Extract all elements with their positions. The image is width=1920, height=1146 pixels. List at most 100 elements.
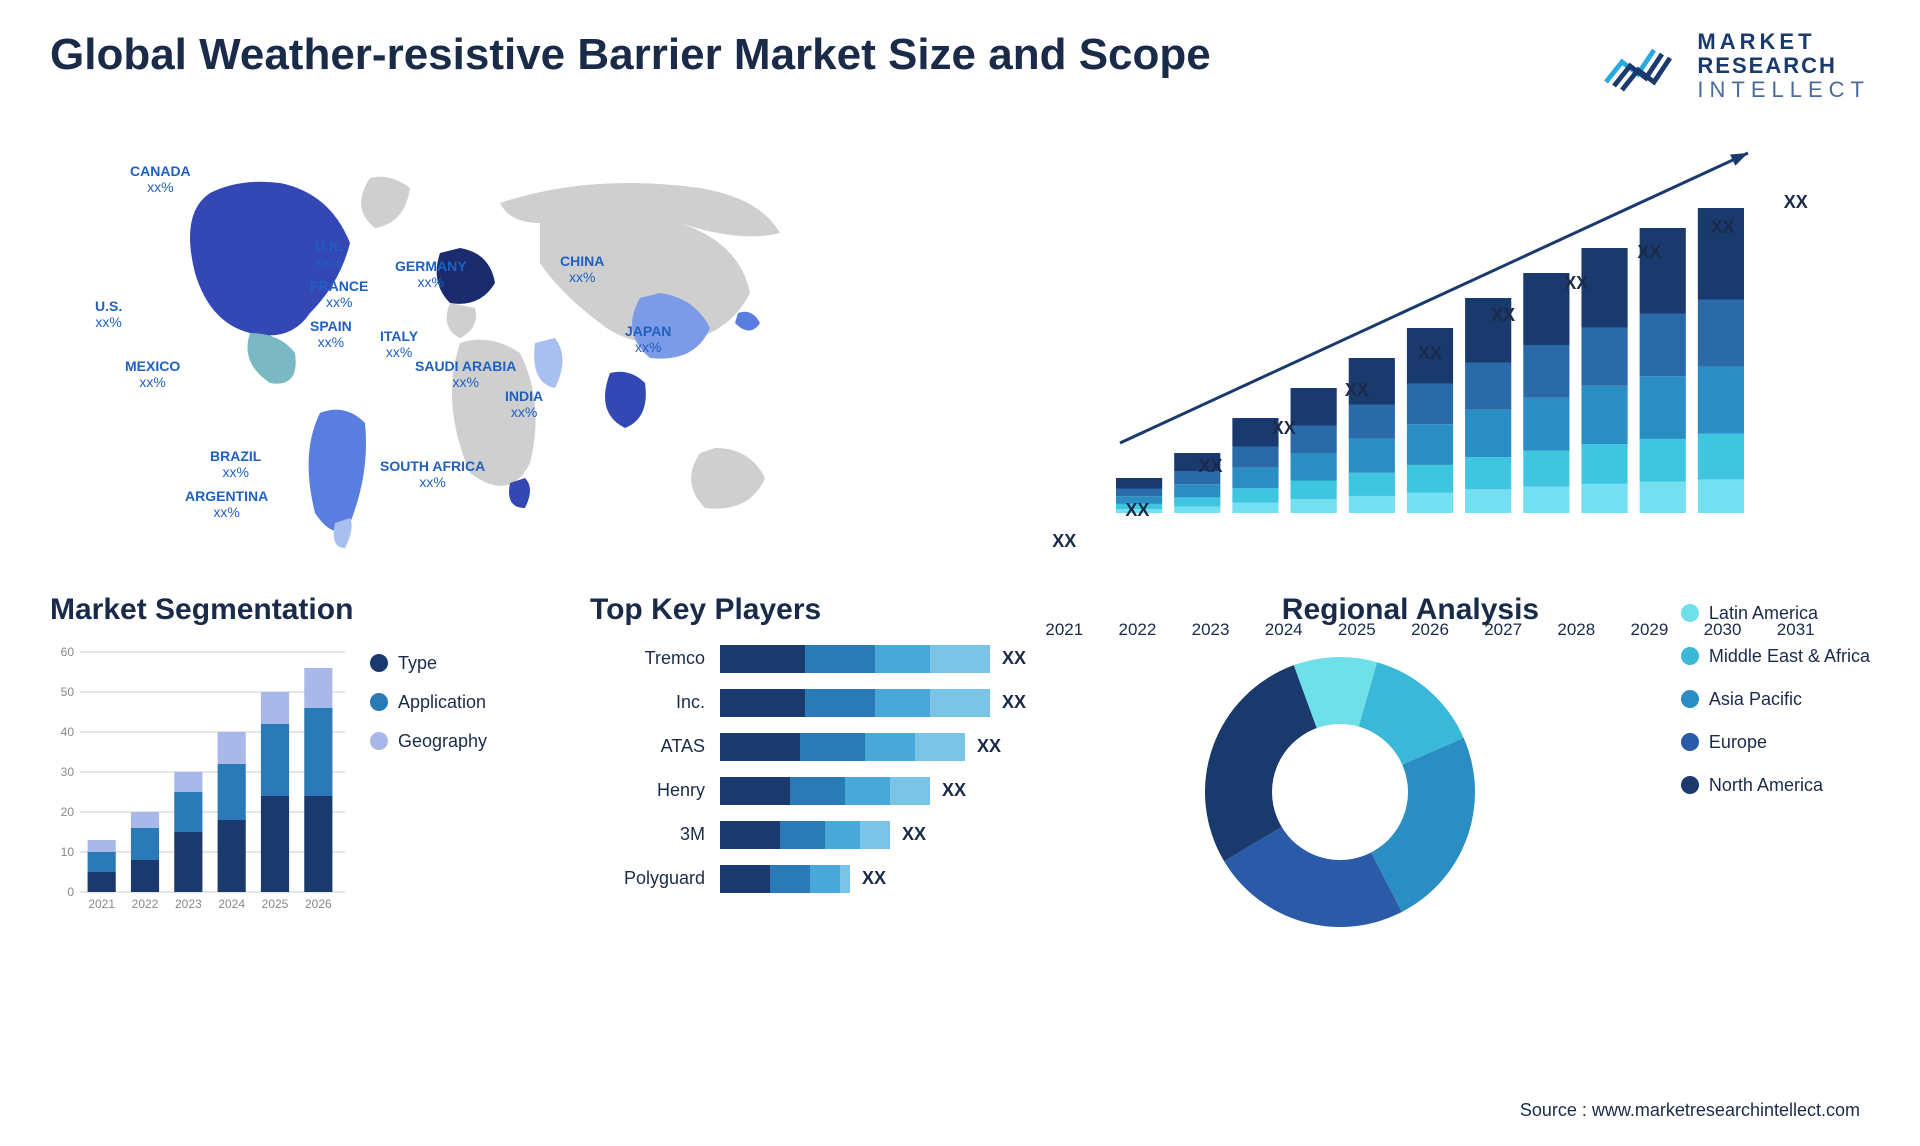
player-row: HenryXX	[590, 774, 1150, 808]
logo-line-1: MARKET	[1697, 30, 1870, 54]
map-label-argentina: ARGENTINAxx%	[185, 488, 268, 522]
growth-bar-label: XX	[1784, 192, 1808, 213]
svg-text:50: 50	[61, 685, 75, 699]
world-map-panel: CANADAxx%U.S.xx%MEXICOxx%BRAZILxx%ARGENT…	[50, 133, 930, 553]
player-name: 3M	[590, 824, 720, 845]
logo-text: MARKET RESEARCH INTELLECT	[1697, 30, 1870, 103]
legend-dot	[370, 654, 388, 672]
key-players-title: Top Key Players	[590, 593, 1150, 627]
svg-text:2021: 2021	[88, 897, 115, 911]
header: Global Weather-resistive Barrier Market …	[50, 30, 1870, 103]
growth-bar-label: XX	[1491, 305, 1515, 326]
map-label-mexico: MEXICOxx%	[125, 358, 180, 392]
player-bar	[720, 645, 990, 673]
bottom-row: Market Segmentation 0102030405060 202120…	[50, 593, 1870, 953]
player-bar	[720, 733, 965, 761]
player-value: XX	[1002, 648, 1026, 669]
player-bar-seg	[790, 777, 845, 805]
legend-label: Asia Pacific	[1709, 689, 1802, 710]
logo-line-3: INTELLECT	[1697, 78, 1870, 102]
growth-bar-label: XX	[1052, 531, 1076, 552]
regional-title: Regional Analysis	[1190, 593, 1631, 627]
growth-bar-label: XX	[1418, 343, 1442, 364]
player-bar-seg	[915, 733, 965, 761]
player-bar-seg	[805, 689, 875, 717]
legend-label: Middle East & Africa	[1709, 646, 1870, 667]
player-value: XX	[977, 736, 1001, 757]
player-bar-seg	[860, 821, 890, 849]
growth-bar-label: XX	[1272, 418, 1296, 439]
growth-bar-label: XX	[1125, 500, 1149, 521]
player-name: Polyguard	[590, 868, 720, 889]
growth-bar-label: XX	[1637, 242, 1661, 263]
player-bar-seg	[805, 645, 875, 673]
player-name: Tremco	[590, 648, 720, 669]
regional-donut	[1190, 642, 1490, 942]
player-bar-seg	[770, 865, 810, 893]
logo-line-2: RESEARCH	[1697, 54, 1870, 78]
legend-dot	[370, 732, 388, 750]
player-bar	[720, 821, 890, 849]
map-label-saudiarabia: SAUDI ARABIAxx%	[415, 358, 516, 392]
growth-chart: XXXXXXXXXXXXXXXXXXXXXX 20212022202320242…	[990, 133, 1870, 553]
legend-dot	[1681, 647, 1699, 665]
source-text: Source : www.marketresearchintellect.com	[1520, 1100, 1860, 1121]
legend-dot	[1681, 690, 1699, 708]
map-label-china: CHINAxx%	[560, 253, 604, 287]
player-name: ATAS	[590, 736, 720, 757]
legend-dot	[1681, 776, 1699, 794]
svg-text:2022: 2022	[132, 897, 159, 911]
legend-label: Type	[398, 653, 437, 674]
svg-text:60: 60	[61, 645, 75, 659]
player-row: PolyguardXX	[590, 862, 1150, 896]
player-bar-seg	[720, 865, 770, 893]
key-players-panel: Top Key Players Tremco XX Inc. XX ATAS XX Henr…	[590, 593, 1150, 953]
player-bar-seg	[720, 821, 780, 849]
player-bar-seg	[865, 733, 915, 761]
svg-text:40: 40	[61, 725, 75, 739]
map-label-canada: CANADAxx%	[130, 163, 191, 197]
player-value: XX	[902, 824, 926, 845]
growth-bar-label: XX	[1199, 456, 1223, 477]
svg-text:10: 10	[61, 845, 75, 859]
growth-bar-label: XX	[1711, 217, 1735, 238]
seg-legend-item: Type	[370, 653, 487, 674]
svg-text:20: 20	[61, 805, 75, 819]
player-bar	[720, 689, 990, 717]
player-bar-seg	[875, 645, 930, 673]
key-players-chart: Tremco XX Inc. XX ATAS XX HenryXX 3M XX Polyguard…	[590, 642, 1150, 896]
map-label-germany: GERMANYxx%	[395, 258, 467, 292]
player-bar-seg	[930, 645, 990, 673]
svg-text:2025: 2025	[262, 897, 289, 911]
segmentation-panel: Market Segmentation 0102030405060 202120…	[50, 593, 550, 953]
player-bar-seg	[720, 777, 790, 805]
player-bar-seg	[890, 777, 930, 805]
growth-bar-label: XX	[1564, 273, 1588, 294]
map-label-uk: U.K.xx%	[315, 238, 343, 272]
regional-legend-item: Asia Pacific	[1681, 689, 1870, 710]
player-row: ATAS XX	[590, 730, 1150, 764]
regional-legend-item: Middle East & Africa	[1681, 646, 1870, 667]
player-value: XX	[1002, 692, 1026, 713]
player-bar-seg	[930, 689, 990, 717]
segmentation-legend: Type Application Geography	[370, 653, 487, 752]
legend-label: Application	[398, 692, 486, 713]
map-label-japan: JAPANxx%	[625, 323, 671, 357]
player-bar-seg	[810, 865, 840, 893]
regional-legend-item: North America	[1681, 775, 1870, 796]
player-bar-seg	[780, 821, 825, 849]
svg-text:2024: 2024	[218, 897, 245, 911]
player-name: Inc.	[590, 692, 720, 713]
legend-label: Geography	[398, 731, 487, 752]
regional-panel: Regional Analysis Latin America Middle Ea…	[1190, 593, 1870, 953]
legend-label: Latin America	[1709, 603, 1818, 624]
brand-logo: MARKET RESEARCH INTELLECT	[1602, 30, 1870, 103]
map-label-southafrica: SOUTH AFRICAxx%	[380, 458, 485, 492]
legend-label: Europe	[1709, 732, 1767, 753]
player-bar	[720, 777, 930, 805]
player-bar-seg	[800, 733, 865, 761]
page-title: Global Weather-resistive Barrier Market …	[50, 30, 1211, 80]
svg-text:2026: 2026	[305, 897, 332, 911]
player-row: 3M XX	[590, 818, 1150, 852]
player-bar-seg	[845, 777, 890, 805]
